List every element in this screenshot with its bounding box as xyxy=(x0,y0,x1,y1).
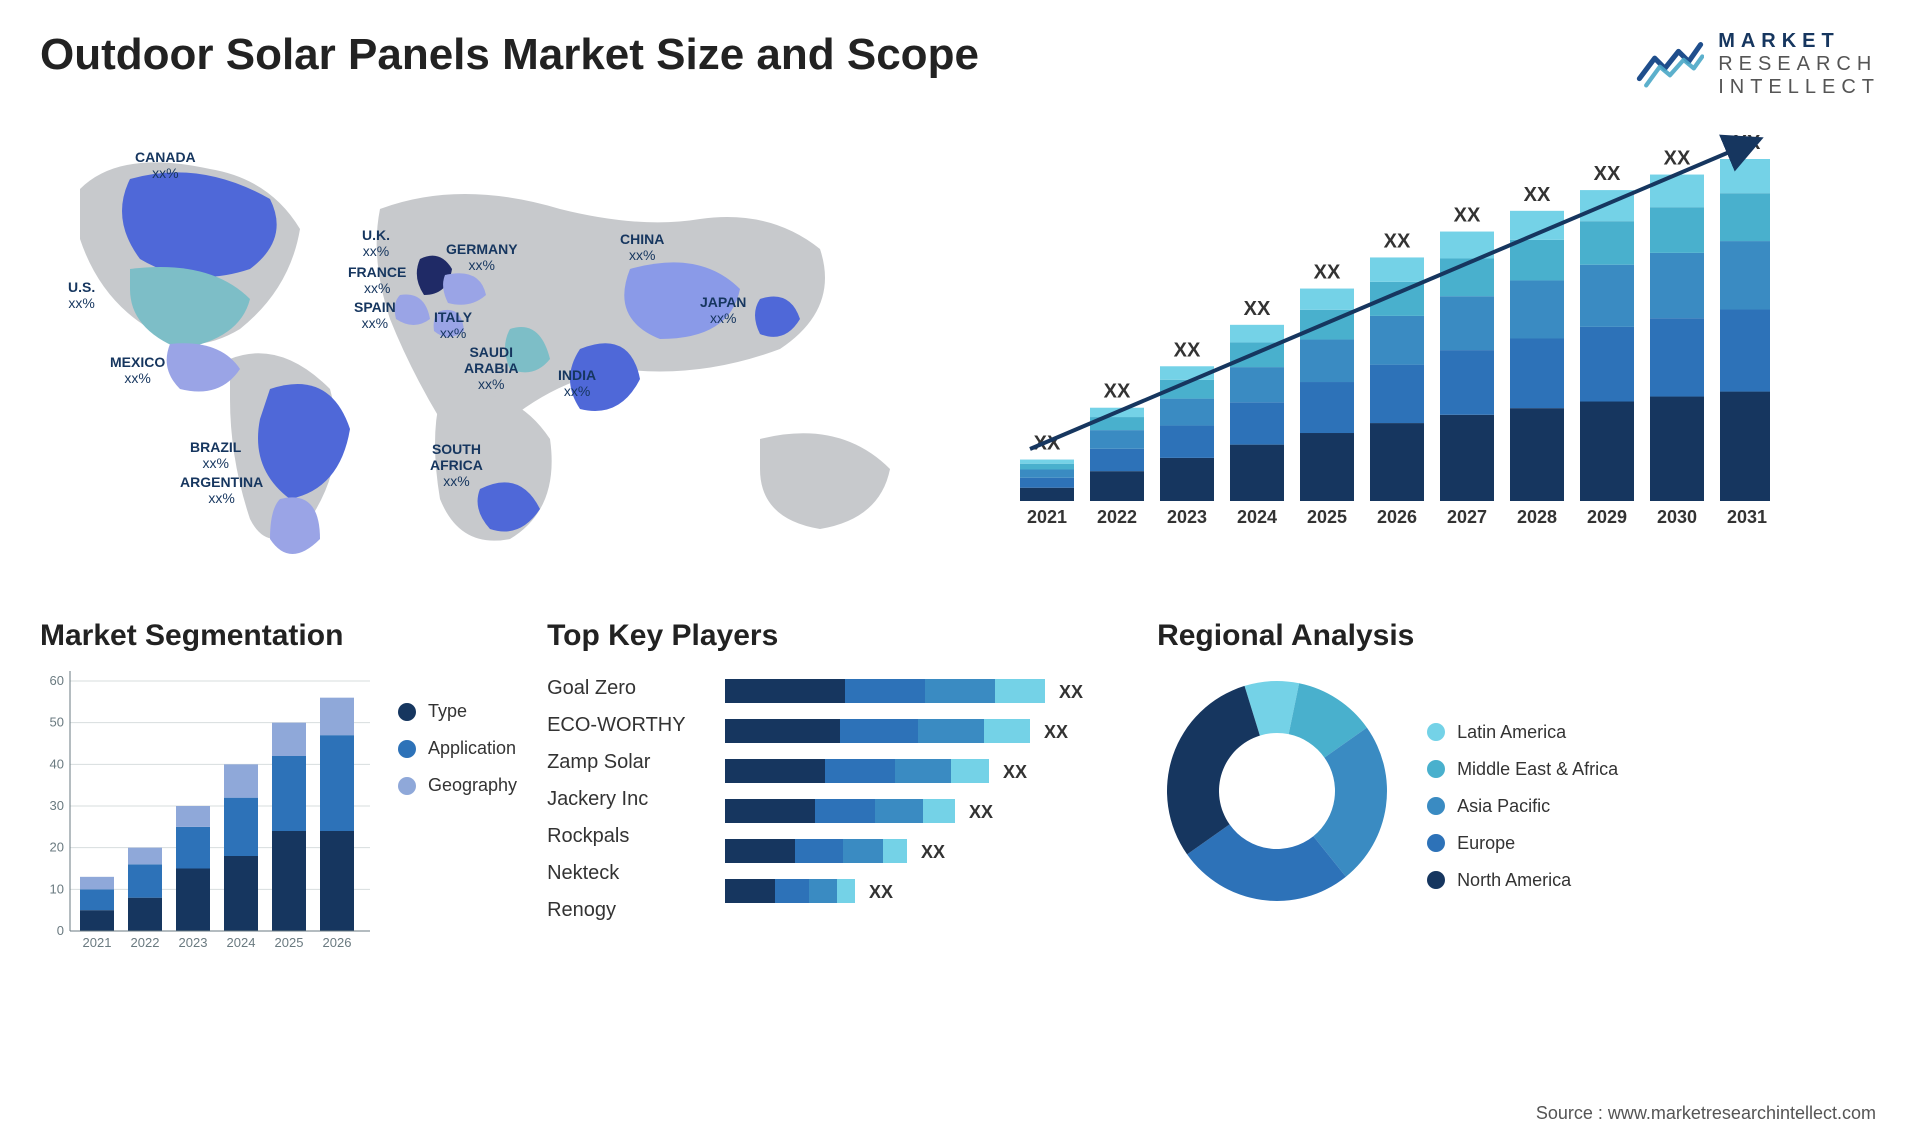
svg-text:2026: 2026 xyxy=(323,935,352,950)
svg-text:2026: 2026 xyxy=(1377,507,1417,527)
brand-logo: MARKET RESEARCH INTELLECT xyxy=(1636,30,1880,99)
map-label: BRAZILxx% xyxy=(190,439,241,471)
map-label: SPAINxx% xyxy=(354,299,396,331)
svg-text:2022: 2022 xyxy=(131,935,160,950)
svg-text:XX: XX xyxy=(1044,722,1068,742)
player-name: ECO-WORTHY xyxy=(547,714,707,737)
svg-text:XX: XX xyxy=(1244,298,1271,320)
svg-text:XX: XX xyxy=(1594,163,1621,185)
map-label: INDIAxx% xyxy=(558,367,596,399)
svg-text:XX: XX xyxy=(921,842,945,862)
svg-text:XX: XX xyxy=(1454,205,1481,227)
svg-text:2023: 2023 xyxy=(1167,507,1207,527)
legend-item: Europe xyxy=(1427,833,1618,854)
legend-item: Type xyxy=(398,701,517,722)
svg-text:50: 50 xyxy=(50,715,64,730)
svg-text:XX: XX xyxy=(969,802,993,822)
svg-text:0: 0 xyxy=(57,923,64,938)
regional-legend: Latin America Middle East & Africa Asia Pa… xyxy=(1427,722,1618,891)
players-panel: Top Key Players Goal Zero ECO-WORTHY Zamp … xyxy=(547,619,1127,955)
svg-text:2025: 2025 xyxy=(1307,507,1347,527)
regional-donut-chart xyxy=(1157,671,1397,911)
map-label: ITALYxx% xyxy=(434,309,472,341)
player-name: Zamp Solar xyxy=(547,751,707,774)
svg-text:2021: 2021 xyxy=(1027,507,1067,527)
legend-item: Asia Pacific xyxy=(1427,796,1618,817)
segmentation-legend: Type Application Geography xyxy=(398,701,517,796)
svg-text:2022: 2022 xyxy=(1097,507,1137,527)
svg-text:XX: XX xyxy=(1059,682,1083,702)
player-name: Nekteck xyxy=(547,862,707,885)
svg-text:60: 60 xyxy=(50,673,64,688)
players-title: Top Key Players xyxy=(547,619,1127,653)
legend-item: Middle East & Africa xyxy=(1427,759,1618,780)
svg-text:XX: XX xyxy=(1314,262,1341,284)
segmentation-title: Market Segmentation xyxy=(40,619,517,653)
svg-text:2023: 2023 xyxy=(179,935,208,950)
map-label: JAPANxx% xyxy=(700,294,746,326)
logo-text: MARKET RESEARCH INTELLECT xyxy=(1718,30,1880,99)
svg-text:2030: 2030 xyxy=(1657,507,1697,527)
legend-item: Latin America xyxy=(1427,722,1618,743)
map-label: CHINAxx% xyxy=(620,231,664,263)
svg-text:XX: XX xyxy=(1664,148,1691,170)
page-title: Outdoor Solar Panels Market Size and Sco… xyxy=(40,30,979,80)
map-label: SOUTHAFRICAxx% xyxy=(430,441,483,489)
regional-panel: Regional Analysis Latin America Middle Ea… xyxy=(1157,619,1880,955)
growth-chart-panel: 2021 XX 2022 XX 2023 XX 2024 XX 2025 XX 2026 XX 2027… xyxy=(990,119,1880,579)
segmentation-panel: Market Segmentation 0 10 20 30 40 50 60 2021 202… xyxy=(40,619,517,955)
svg-text:XX: XX xyxy=(1003,762,1027,782)
svg-text:XX: XX xyxy=(1384,230,1411,252)
players-bar-chart: XX XX XX XX XX XX xyxy=(725,671,1127,921)
svg-text:2024: 2024 xyxy=(227,935,256,950)
svg-text:2028: 2028 xyxy=(1517,507,1557,527)
player-name: Renogy xyxy=(547,899,707,922)
svg-text:2029: 2029 xyxy=(1587,507,1627,527)
player-name: Jackery Inc xyxy=(547,788,707,811)
svg-text:40: 40 xyxy=(50,756,64,771)
map-label: GERMANYxx% xyxy=(446,241,518,273)
logo-mark-icon xyxy=(1636,41,1704,89)
player-name: Rockpals xyxy=(547,825,707,848)
legend-item: Application xyxy=(398,738,517,759)
map-label: ARGENTINAxx% xyxy=(180,474,263,506)
legend-item: Geography xyxy=(398,775,517,796)
regional-title: Regional Analysis xyxy=(1157,619,1880,653)
legend-item: North America xyxy=(1427,870,1618,891)
svg-text:XX: XX xyxy=(1524,184,1551,206)
svg-text:2031: 2031 xyxy=(1727,507,1767,527)
map-label: SAUDIARABIAxx% xyxy=(464,344,518,392)
svg-text:2027: 2027 xyxy=(1447,507,1487,527)
map-label: U.K.xx% xyxy=(362,227,390,259)
map-label: FRANCExx% xyxy=(348,264,406,296)
segmentation-bar-chart: 0 10 20 30 40 50 60 2021 2022 2023 2024 2025 2026 xyxy=(40,671,370,955)
map-label: MEXICOxx% xyxy=(110,354,165,386)
svg-text:XX: XX xyxy=(1174,339,1201,361)
map-label: U.S.xx% xyxy=(68,279,95,311)
growth-bar-chart: 2021 XX 2022 XX 2023 XX 2024 XX 2025 XX 2026 XX 2027… xyxy=(990,119,1770,539)
svg-text:2024: 2024 xyxy=(1237,507,1277,527)
player-name: Goal Zero xyxy=(547,677,707,700)
svg-text:XX: XX xyxy=(869,882,893,902)
world-map-panel: CANADAxx% U.S.xx% MEXICOxx% BRAZILxx%ARGENT… xyxy=(40,119,940,579)
svg-text:2025: 2025 xyxy=(275,935,304,950)
svg-text:2021: 2021 xyxy=(83,935,112,950)
svg-text:XX: XX xyxy=(1104,381,1131,403)
svg-text:30: 30 xyxy=(50,798,64,813)
map-label: CANADAxx% xyxy=(135,149,196,181)
players-list: Goal Zero ECO-WORTHY Zamp Solar Jackery Inc… xyxy=(547,677,707,922)
svg-text:10: 10 xyxy=(50,881,64,896)
source-text: Source : www.marketresearchintellect.com xyxy=(1536,1103,1876,1124)
svg-text:20: 20 xyxy=(50,840,64,855)
